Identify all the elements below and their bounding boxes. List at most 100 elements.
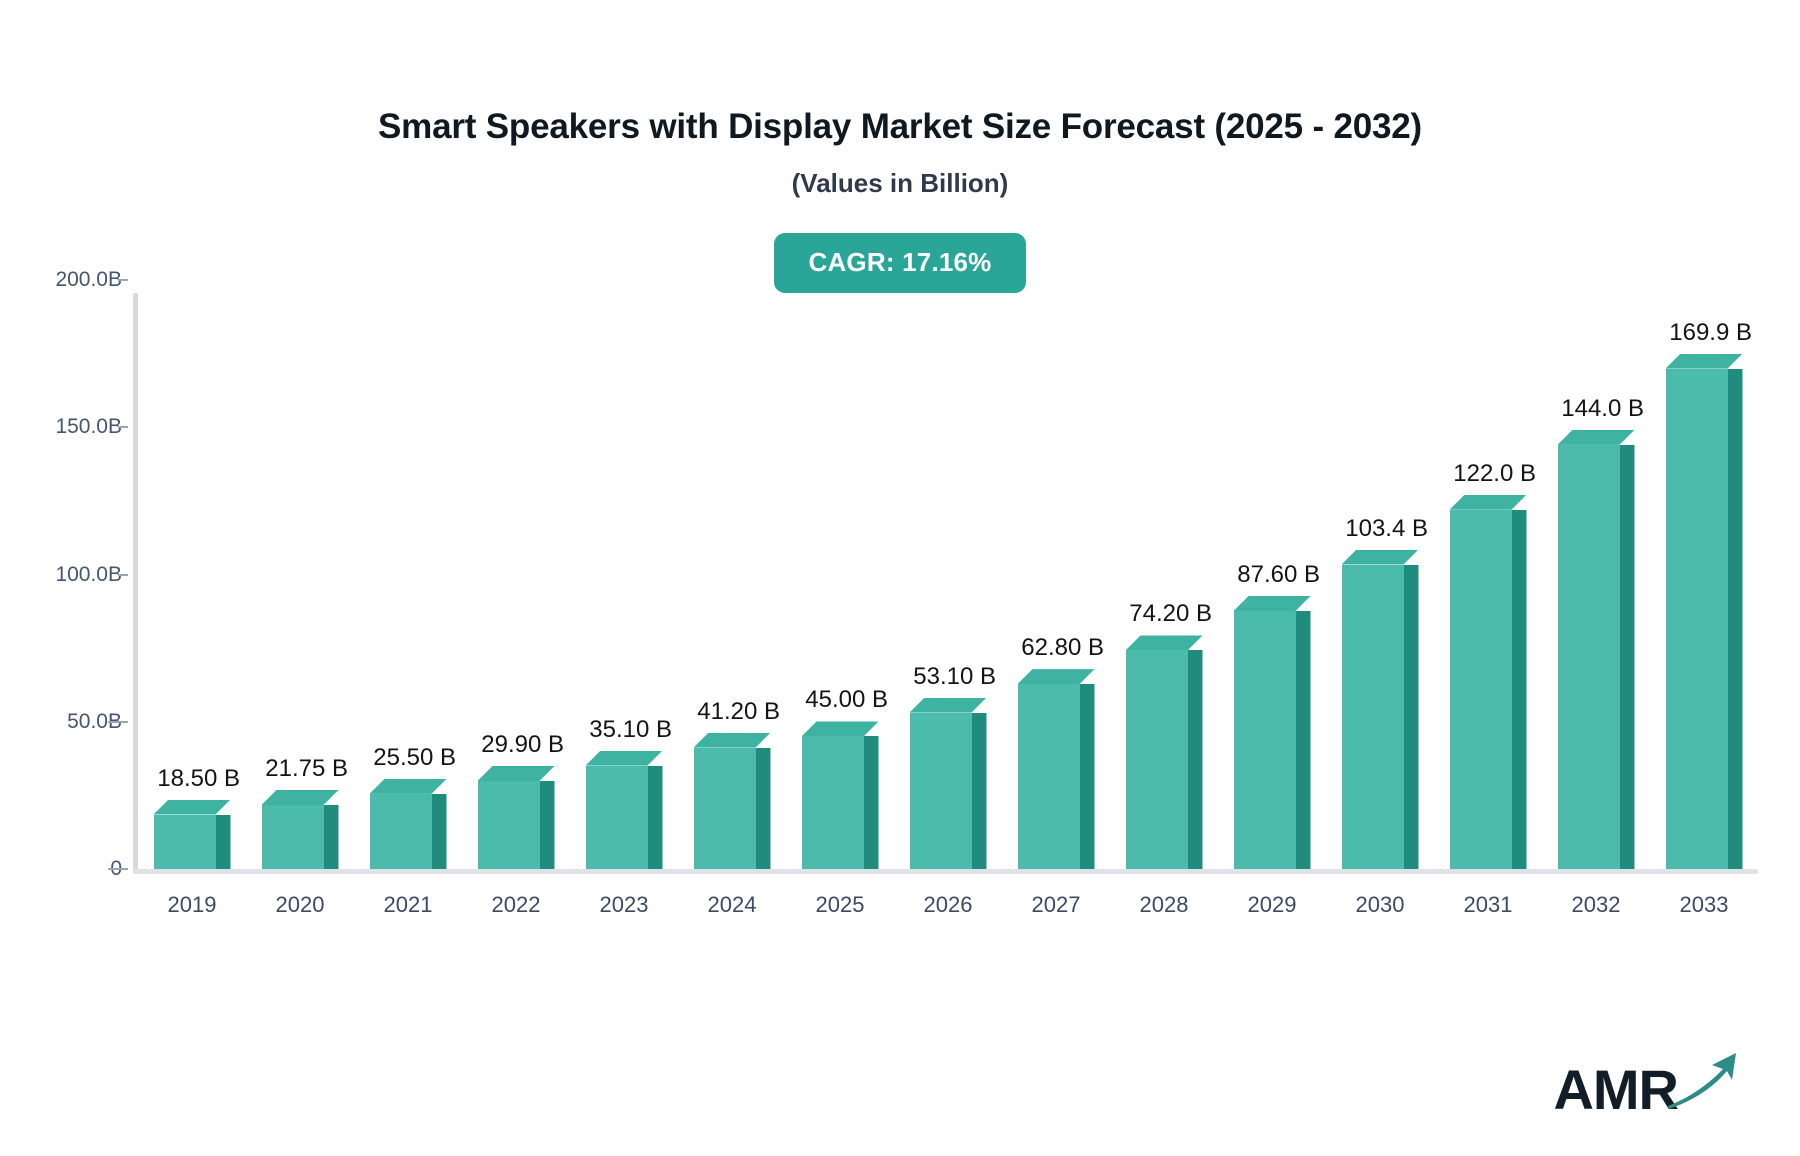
logo-text: AMR [1553,1058,1679,1121]
bar-3d[interactable]: 29.90 B [477,732,564,869]
x-axis-tick-label: 2021 [383,892,433,917]
bar-3d[interactable]: 103.4 B [1341,516,1428,869]
bar-3d[interactable]: 122.0 B [1449,461,1536,869]
bar-side-face [863,736,879,869]
bar-side-face [1187,650,1203,869]
bar-value-label: 41.20 B [697,697,780,725]
bar-side-face [755,747,771,869]
bar-item[interactable]: 144.0 B [1557,280,1644,869]
bar-top-face [909,697,987,713]
bar-3d[interactable]: 169.9 B [1665,320,1752,869]
y-axis-line [133,293,138,873]
bar-3d[interactable]: 45.00 B [801,688,888,869]
bar-item[interactable]: 45.00 B [801,280,888,869]
x-axis-tick-label: 2029 [1247,892,1297,917]
x-axis: 2019 2020 2021 2022 2023 2024 2025 2026 2027 2028… [138,892,1758,932]
bar-value-label: 45.00 B [805,686,888,714]
bar-front-face [909,712,972,869]
y-axis-tick-label: 100.0B [55,562,122,586]
bar-top-face [1125,635,1203,651]
page-title: Smart Speakers with Display Market Size … [378,107,1422,146]
x-axis-tick-label: 2019 [167,892,217,917]
cagr-badge: CAGR: 17.16% [774,233,1026,294]
bar-3d[interactable]: 35.10 B [585,717,672,869]
y-axis-tick-label: 50.0B [67,709,122,733]
bar-item[interactable]: 29.90 B [477,280,564,869]
bar-item[interactable]: 103.4 B [1341,280,1428,869]
bar-front-face [585,765,648,869]
bar-front-face [1341,564,1404,869]
bar-top-face [1017,669,1095,685]
bar-top-face [585,750,663,766]
bar-3d[interactable]: 144.0 B [1557,396,1644,869]
bar-value-label: 29.90 B [481,730,564,758]
chart-plot-area: 0 50.0B 100.0B 150.0B 200.0B 18.50 B 21.75 B 2… [0,268,1800,920]
bar-item[interactable]: 74.20 B [1125,280,1212,869]
bar-item[interactable]: 87.60 B [1233,280,1320,869]
x-axis-line [133,869,1758,874]
bar-top-face [1557,429,1635,445]
bar-top-face [153,799,231,815]
bar-front-face [801,736,864,869]
bar-3d[interactable]: 41.20 B [693,699,780,869]
x-axis-tick-label: 2032 [1571,892,1621,917]
bar-side-face [323,804,339,869]
bar-value-label: 87.60 B [1237,561,1320,589]
bar-item[interactable]: 41.20 B [693,280,780,869]
amr-logo: AMR [1553,1038,1740,1118]
bar-top-face [477,765,555,781]
trend-arrow-up-icon [1666,1049,1740,1116]
x-axis-tick-label: 2028 [1139,892,1189,917]
bar-front-face [1557,444,1620,869]
bar-top-face [1449,494,1527,510]
bar-value-label: 122.0 B [1453,459,1536,487]
bar-value-label: 62.80 B [1021,634,1104,662]
bar-3d[interactable]: 87.60 B [1233,563,1320,869]
x-axis-tick-label: 2031 [1463,892,1513,917]
bar-front-face [1125,650,1188,869]
bar-side-face [1727,368,1743,869]
bar-3d[interactable]: 53.10 B [909,664,996,869]
x-axis-tick-label: 2022 [491,892,541,917]
y-axis-tick-label: 150.0B [55,415,122,439]
bar-side-face [1079,684,1095,869]
bar-front-face [153,814,216,869]
bar-side-face [1511,509,1527,869]
y-axis-tick-label: 0 [0,857,122,881]
bar-front-face [1449,509,1512,869]
bar-3d[interactable]: 74.20 B [1125,602,1212,869]
bar-side-face [647,765,663,869]
bar-item[interactable]: 35.10 B [585,280,672,869]
bar-3d[interactable]: 25.50 B [369,745,456,869]
bar-item[interactable]: 25.50 B [369,280,456,869]
bar-item[interactable]: 62.80 B [1017,280,1104,869]
bar-top-face [261,789,339,805]
bar-top-face [1233,596,1311,612]
y-axis-tick-label: 200.0B [55,268,122,291]
bar-front-face [477,780,540,869]
bar-top-face [369,778,447,794]
y-axis-tick-mark [108,868,128,870]
y-axis-tick-mark [118,279,128,281]
bar-item[interactable]: 122.0 B [1449,280,1536,869]
bar-3d[interactable]: 21.75 B [261,756,348,869]
x-axis-tick-label: 2025 [815,892,865,917]
bar-top-face [693,732,771,748]
bar-top-face [801,721,879,737]
bar-item[interactable]: 53.10 B [909,280,996,869]
bar-front-face [693,747,756,869]
bar-front-face [1233,611,1296,869]
bar-3d[interactable]: 18.50 B [153,766,240,869]
bar-item[interactable]: 18.50 B [153,280,240,869]
bar-side-face [1403,564,1419,869]
bar-side-face [431,793,447,869]
chart-subtitle: (Values in Billion) [791,167,1009,198]
bar-value-label: 35.10 B [589,715,672,743]
bar-side-face [1619,444,1635,869]
bar-item[interactable]: 21.75 B [261,280,348,869]
bar-item[interactable]: 169.9 B [1665,280,1752,869]
bar-side-face [215,814,231,869]
x-axis-tick-label: 2033 [1679,892,1729,917]
bar-value-label: 18.50 B [157,764,240,792]
bar-3d[interactable]: 62.80 B [1017,636,1104,869]
